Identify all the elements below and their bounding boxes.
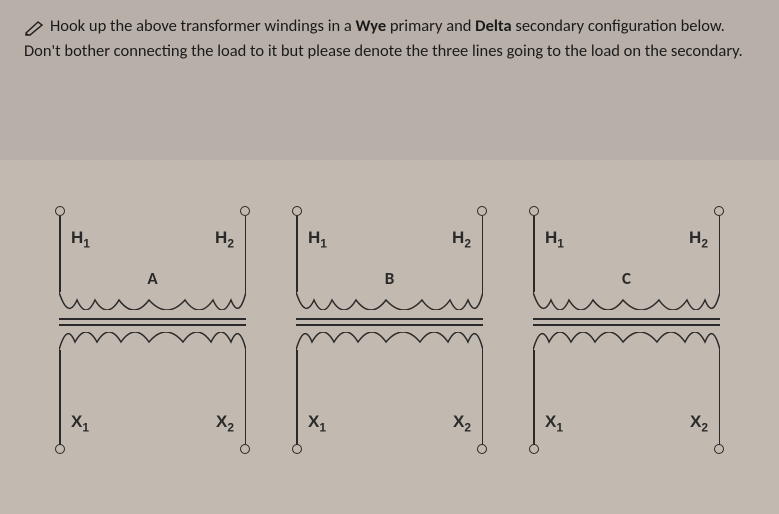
lead <box>245 216 247 232</box>
q-bold-2: Delta <box>475 16 511 36</box>
q-text-1: Hook up the above transformer windings i… <box>50 16 356 36</box>
label-h2: H2 <box>689 228 708 250</box>
transformer-name: C <box>622 268 631 289</box>
terminal-h1 <box>529 206 539 216</box>
transformer-row: H1 H2 A X1 X2 <box>0 212 779 452</box>
question-text: Hook up the above transformer windings i… <box>0 0 779 64</box>
side <box>719 232 721 292</box>
core-line <box>533 324 720 326</box>
label-h1: H1 <box>71 228 90 250</box>
side <box>482 350 484 432</box>
terminal-x1 <box>55 444 65 454</box>
secondary-winding <box>533 332 720 350</box>
lead <box>59 216 61 232</box>
diagram-area: H1 H2 A X1 X2 <box>0 160 779 514</box>
core-line <box>296 324 483 326</box>
transformer-name: A <box>147 268 157 289</box>
secondary-winding <box>296 332 483 350</box>
label-h1: H1 <box>545 228 564 250</box>
lead <box>296 216 298 232</box>
label-h2: H2 <box>215 228 234 250</box>
core-line <box>59 318 246 320</box>
side <box>533 350 535 432</box>
side <box>482 232 484 292</box>
lead <box>533 216 535 232</box>
transformer-b: H1 H2 B X1 X2 <box>282 212 497 452</box>
side <box>296 350 298 432</box>
terminal-h1 <box>55 206 65 216</box>
terminal-x2 <box>714 444 724 454</box>
terminal-h1 <box>292 206 302 216</box>
side <box>533 232 535 292</box>
primary-winding <box>59 292 246 310</box>
side <box>59 350 61 432</box>
core-line <box>533 318 720 320</box>
core-line <box>59 324 246 326</box>
pencil-icon <box>24 19 46 35</box>
transformer-a: H1 H2 A X1 X2 <box>45 212 260 452</box>
transformer-name: B <box>385 268 395 289</box>
terminal-x1 <box>292 444 302 454</box>
side <box>296 232 298 292</box>
terminal-h2 <box>240 206 250 216</box>
side <box>59 232 61 292</box>
label-h2: H2 <box>452 228 471 250</box>
side <box>245 350 247 432</box>
q-bold-1: Wye <box>356 16 387 36</box>
terminal-x2 <box>240 444 250 454</box>
lead <box>719 216 721 232</box>
label-x1: X1 <box>308 412 326 434</box>
primary-winding <box>296 292 483 310</box>
terminal-x2 <box>477 444 487 454</box>
core-line <box>296 318 483 320</box>
terminal-h2 <box>714 206 724 216</box>
terminal-x1 <box>529 444 539 454</box>
secondary-winding <box>59 332 246 350</box>
q-text-2: primary and <box>386 16 475 36</box>
label-x2: X2 <box>453 412 471 434</box>
side <box>245 232 247 292</box>
label-x1: X1 <box>71 412 89 434</box>
lead <box>482 216 484 232</box>
side <box>719 350 721 432</box>
label-x2: X2 <box>690 412 708 434</box>
label-x1: X1 <box>545 412 563 434</box>
label-h1: H1 <box>308 228 327 250</box>
primary-winding <box>533 292 720 310</box>
terminal-h2 <box>477 206 487 216</box>
label-x2: X2 <box>216 412 234 434</box>
transformer-c: H1 H2 C X1 X2 <box>519 212 734 452</box>
